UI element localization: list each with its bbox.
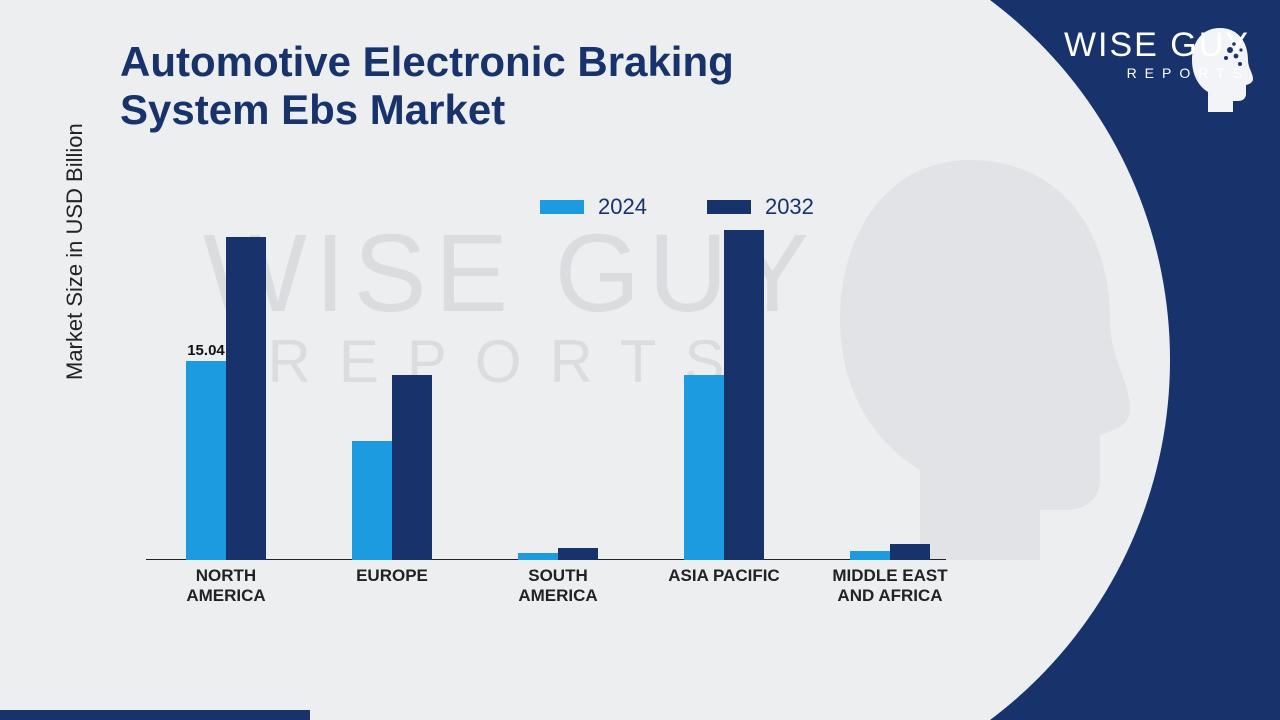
bar-group: 15.04NORTH AMERICA xyxy=(166,237,286,560)
page-root: WISE GUY REPORTS Automotive Electronic B… xyxy=(0,0,1280,720)
bar-group: MIDDLE EAST AND AFRICA xyxy=(830,544,950,560)
bar-2024: 15.04 xyxy=(186,361,226,560)
bar-2024 xyxy=(352,441,392,560)
bar-2032 xyxy=(724,230,764,560)
brand-head-icon xyxy=(1186,26,1256,116)
bar-2032 xyxy=(392,375,432,560)
y-axis-label: Market Size in USD Billion xyxy=(62,123,88,380)
category-label: SOUTH AMERICA xyxy=(488,560,628,605)
bar-2024 xyxy=(684,375,724,560)
bar-group: ASIA PACIFIC xyxy=(664,230,784,560)
bar-group: SOUTH AMERICA xyxy=(498,548,618,560)
footer-accent-strip xyxy=(0,710,310,720)
bar-value-label: 15.04 xyxy=(186,342,226,361)
bar-2024 xyxy=(518,553,558,560)
bar-2032 xyxy=(226,237,266,560)
category-label: ASIA PACIFIC xyxy=(654,560,794,586)
category-label: NORTH AMERICA xyxy=(156,560,296,605)
bar-2032 xyxy=(890,544,930,560)
bar-chart: Market Size in USD Billion 15.04NORTH AM… xyxy=(100,190,960,670)
chart-title: Automotive Electronic Braking System Ebs… xyxy=(120,38,840,135)
bar-group: EUROPE xyxy=(332,375,452,560)
category-label: MIDDLE EAST AND AFRICA xyxy=(820,560,960,605)
plot-area: 15.04NORTH AMERICA EUROPE SOUTH AMERICA ASI… xyxy=(146,230,946,560)
category-label: EUROPE xyxy=(322,560,462,586)
bar-2024 xyxy=(850,551,890,560)
brand-logo: WISE GUY REPORTS xyxy=(1064,28,1250,80)
bar-2032 xyxy=(558,548,598,560)
